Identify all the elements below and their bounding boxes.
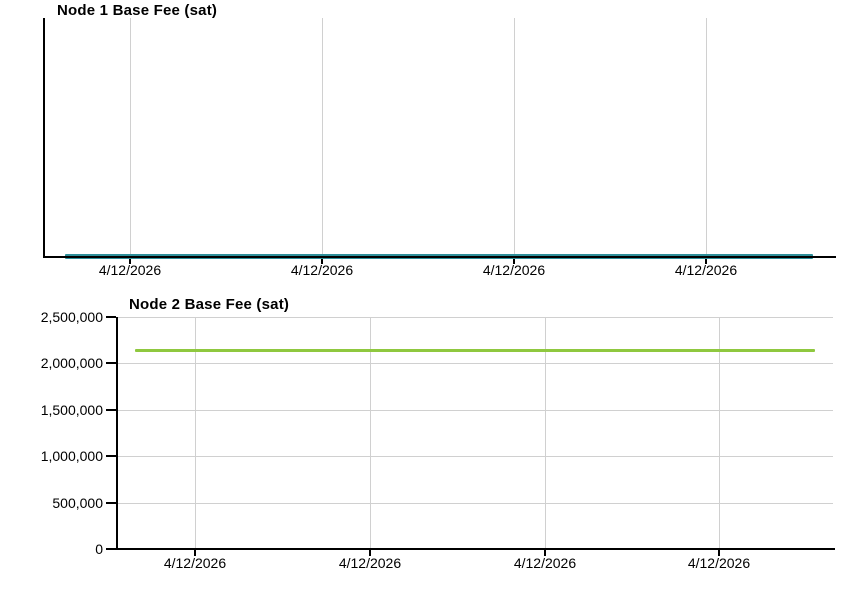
chart-node2-base-fee: Node 2 Base Fee (sat) 2,500,000 2,000,00… [0,290,860,600]
gridline-vertical [322,18,323,257]
y-axis-line [43,18,45,258]
x-tick [705,258,707,264]
y-tick-label: 1,500,000 [40,402,103,418]
x-axis-line [43,256,836,258]
y-tick-label: 2,500,000 [40,309,103,325]
x-tick-label: 4/12/2026 [98,262,162,278]
chart-title: Node 2 Base Fee (sat) [129,296,290,313]
x-tick [513,258,515,264]
y-tick [106,316,116,318]
x-tick [718,550,720,556]
gridline-horizontal [117,456,833,457]
gridline-horizontal [117,363,833,364]
gridline-horizontal [117,317,833,318]
x-tick-label: 4/12/2026 [482,262,546,278]
x-tick-label: 4/12/2026 [513,555,577,571]
gridline-vertical [514,18,515,257]
y-tick-label: 2,000,000 [40,355,103,371]
x-tick-label: 4/12/2026 [338,555,402,571]
gridline-vertical [195,317,196,549]
gridline-vertical [130,18,131,257]
x-tick [194,550,196,556]
chart-node1-base-fee: Node 1 Base Fee (sat) 4/12/2026 4/12/202… [0,0,860,290]
x-tick [129,258,131,264]
x-tick [321,258,323,264]
y-tick-label: 0 [95,541,103,557]
gridline-horizontal [117,503,833,504]
x-tick-label: 4/12/2026 [163,555,227,571]
x-tick-label: 4/12/2026 [687,555,751,571]
x-axis-line [116,548,835,550]
y-axis-line [116,317,118,550]
gridline-horizontal [117,410,833,411]
gridline-vertical [719,317,720,549]
series-line-node2 [135,349,815,352]
y-tick [106,362,116,364]
x-tick-label: 4/12/2026 [674,262,738,278]
x-tick-label: 4/12/2026 [290,262,354,278]
y-tick-label: 500,000 [52,495,103,511]
x-tick [544,550,546,556]
y-tick-label: 1,000,000 [40,448,103,464]
gridline-vertical [545,317,546,549]
gridline-vertical [706,18,707,257]
chart-title: Node 1 Base Fee (sat) [57,2,218,19]
y-tick [106,409,116,411]
x-tick [369,550,371,556]
gridline-vertical [370,317,371,549]
y-tick [106,502,116,504]
y-tick [106,455,116,457]
y-tick [106,548,116,550]
